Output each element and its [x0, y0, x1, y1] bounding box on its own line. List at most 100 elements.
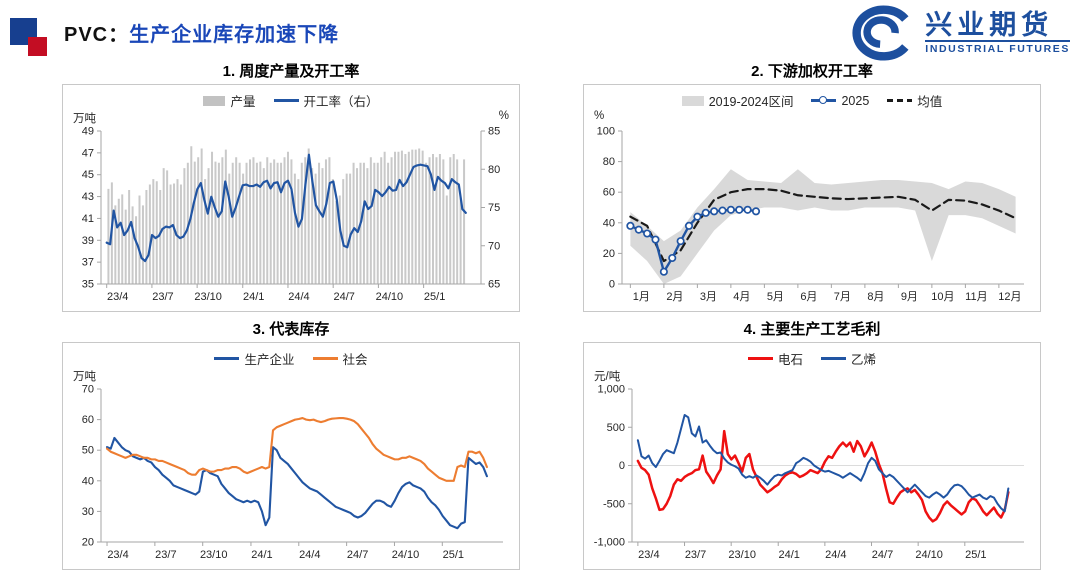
- svg-text:11月: 11月: [965, 291, 987, 303]
- svg-text:1,000: 1,000: [597, 384, 625, 396]
- legend-label: 电石: [777, 353, 803, 367]
- svg-text:35: 35: [82, 279, 94, 291]
- svg-text:45: 45: [82, 169, 94, 181]
- svg-text:50: 50: [82, 445, 94, 457]
- legend-swatch-line: [747, 357, 773, 360]
- axis-unit-left: 万吨: [73, 371, 96, 383]
- svg-text:23/4: 23/4: [107, 291, 128, 303]
- chart-legend: 电石 乙烯: [584, 349, 1040, 368]
- svg-text:65: 65: [488, 279, 500, 291]
- legend-swatch-line: [312, 357, 338, 360]
- company-logo: 兴业期货 INDUSTRIAL FUTURES: [845, 5, 1070, 61]
- svg-text:-1,000: -1,000: [594, 537, 625, 549]
- legend-swatch-line-marker: [811, 96, 837, 104]
- svg-text:9月: 9月: [901, 291, 918, 303]
- legend-label: 社会: [342, 353, 368, 367]
- legend-marker-dot: [819, 96, 828, 104]
- svg-text:23/10: 23/10: [200, 549, 228, 561]
- chart-canvas: -1,000 -500 0 500 1,000 23/4 23/7 23/10 24/1 24/4…: [594, 384, 1024, 561]
- headline-text: 生产企业库存加速下降: [129, 24, 340, 46]
- svg-text:24/1: 24/1: [779, 549, 800, 561]
- legend-item: 社会: [312, 349, 368, 368]
- svg-text:2月: 2月: [666, 291, 683, 303]
- legend-label: 乙烯: [851, 353, 877, 367]
- svg-text:24/7: 24/7: [347, 549, 368, 561]
- logo-text: 兴业期货 INDUSTRIAL FUTURES: [925, 10, 1070, 55]
- svg-text:60: 60: [603, 187, 615, 199]
- svg-text:10月: 10月: [931, 291, 954, 303]
- svg-text:24/7: 24/7: [333, 291, 354, 303]
- legend-label: 2025: [841, 93, 870, 108]
- svg-text:40: 40: [603, 217, 615, 229]
- legend-swatch-line: [214, 357, 240, 360]
- chart-canvas: 20 30 40 50 60 70 23/4 23/7 23/10 24/1 24/4 24/7 24/…: [82, 384, 503, 561]
- svg-text:24/10: 24/10: [376, 291, 404, 303]
- legend-label: 开工率（右）: [303, 95, 379, 109]
- svg-text:49: 49: [82, 126, 94, 138]
- axis-unit-right: %: [498, 110, 509, 122]
- svg-text:-500: -500: [603, 498, 625, 510]
- svg-text:20: 20: [82, 537, 94, 549]
- legend-item: 均值: [887, 91, 942, 110]
- svg-text:80: 80: [603, 156, 615, 168]
- svg-text:12月: 12月: [998, 291, 1021, 303]
- product-label: PVC：: [64, 24, 130, 46]
- svg-text:41: 41: [82, 213, 94, 225]
- svg-text:3月: 3月: [700, 291, 717, 303]
- chart-legend: 产量 开工率（右）: [63, 91, 519, 110]
- svg-text:80: 80: [488, 164, 500, 176]
- svg-text:100: 100: [597, 126, 615, 138]
- svg-text:43: 43: [82, 191, 94, 203]
- svg-text:500: 500: [607, 422, 625, 434]
- legend-label: 产量: [230, 95, 256, 109]
- legend-swatch-dash: [887, 99, 913, 102]
- svg-text:23/10: 23/10: [194, 291, 222, 303]
- svg-text:6月: 6月: [800, 291, 817, 303]
- svg-text:24/10: 24/10: [915, 549, 943, 561]
- page-title: PVC：生产企业库存加速下降: [64, 18, 339, 47]
- chart-representative-inventory: 生产企业 社会 万吨 20 30 40 50 60 70 23/4 23/7 23/10 24/1 2…: [62, 342, 520, 570]
- svg-text:20: 20: [603, 248, 615, 260]
- logo-swirl-icon: [852, 5, 909, 61]
- legend-item: 2025: [811, 94, 869, 108]
- legend-swatch-line: [273, 99, 299, 102]
- legend-swatch-line: [821, 357, 846, 360]
- legend-label: 2019-2024区间: [708, 95, 794, 109]
- svg-text:24/4: 24/4: [299, 549, 320, 561]
- svg-text:23/10: 23/10: [728, 549, 756, 561]
- axis-unit-left: 万吨: [73, 113, 96, 125]
- svg-text:24/4: 24/4: [825, 549, 846, 561]
- svg-text:39: 39: [82, 235, 94, 247]
- brand-mark-red-square: [28, 37, 47, 56]
- svg-text:8月: 8月: [867, 291, 884, 303]
- legend-item: 2019-2024区间: [681, 91, 794, 110]
- chart-production-process-margin: 电石 乙烯 元/吨 -1,000 -500 0 500 1,000 23/4 23/7 23/1…: [583, 342, 1041, 570]
- axis-unit-left: %: [594, 110, 605, 122]
- svg-text:7月: 7月: [834, 291, 851, 303]
- svg-text:1月: 1月: [633, 291, 650, 303]
- svg-text:24/7: 24/7: [872, 549, 893, 561]
- svg-text:24/10: 24/10: [392, 549, 420, 561]
- legend-swatch-bar: [203, 95, 226, 106]
- svg-text:37: 37: [82, 257, 94, 269]
- svg-text:23/7: 23/7: [152, 291, 173, 303]
- chart-legend: 2019-2024区间 2025 均值: [584, 91, 1040, 110]
- chart-canvas: 0 20 40 60 80 100 1月 2月 3月 4月 5月 6月 7月 8月 9月 10月 11月 12月: [597, 126, 1024, 303]
- svg-text:23/7: 23/7: [155, 549, 176, 561]
- legend-label: 生产企业: [244, 353, 295, 367]
- chart-title-weekly-output: 1. 周度产量及开工率: [222, 63, 360, 80]
- svg-text:23/4: 23/4: [638, 549, 659, 561]
- svg-text:30: 30: [82, 506, 94, 518]
- logo-divider: [925, 40, 1070, 43]
- svg-text:4月: 4月: [733, 291, 750, 303]
- svg-text:5月: 5月: [767, 291, 784, 303]
- svg-text:23/7: 23/7: [685, 549, 706, 561]
- legend-item: 电石: [747, 349, 803, 368]
- legend-label: 均值: [917, 95, 943, 109]
- svg-text:40: 40: [82, 475, 94, 487]
- svg-text:25/1: 25/1: [424, 291, 445, 303]
- svg-text:24/4: 24/4: [288, 291, 309, 303]
- legend-item: 开工率（右）: [273, 91, 379, 110]
- svg-text:24/1: 24/1: [251, 549, 272, 561]
- svg-text:85: 85: [488, 126, 500, 138]
